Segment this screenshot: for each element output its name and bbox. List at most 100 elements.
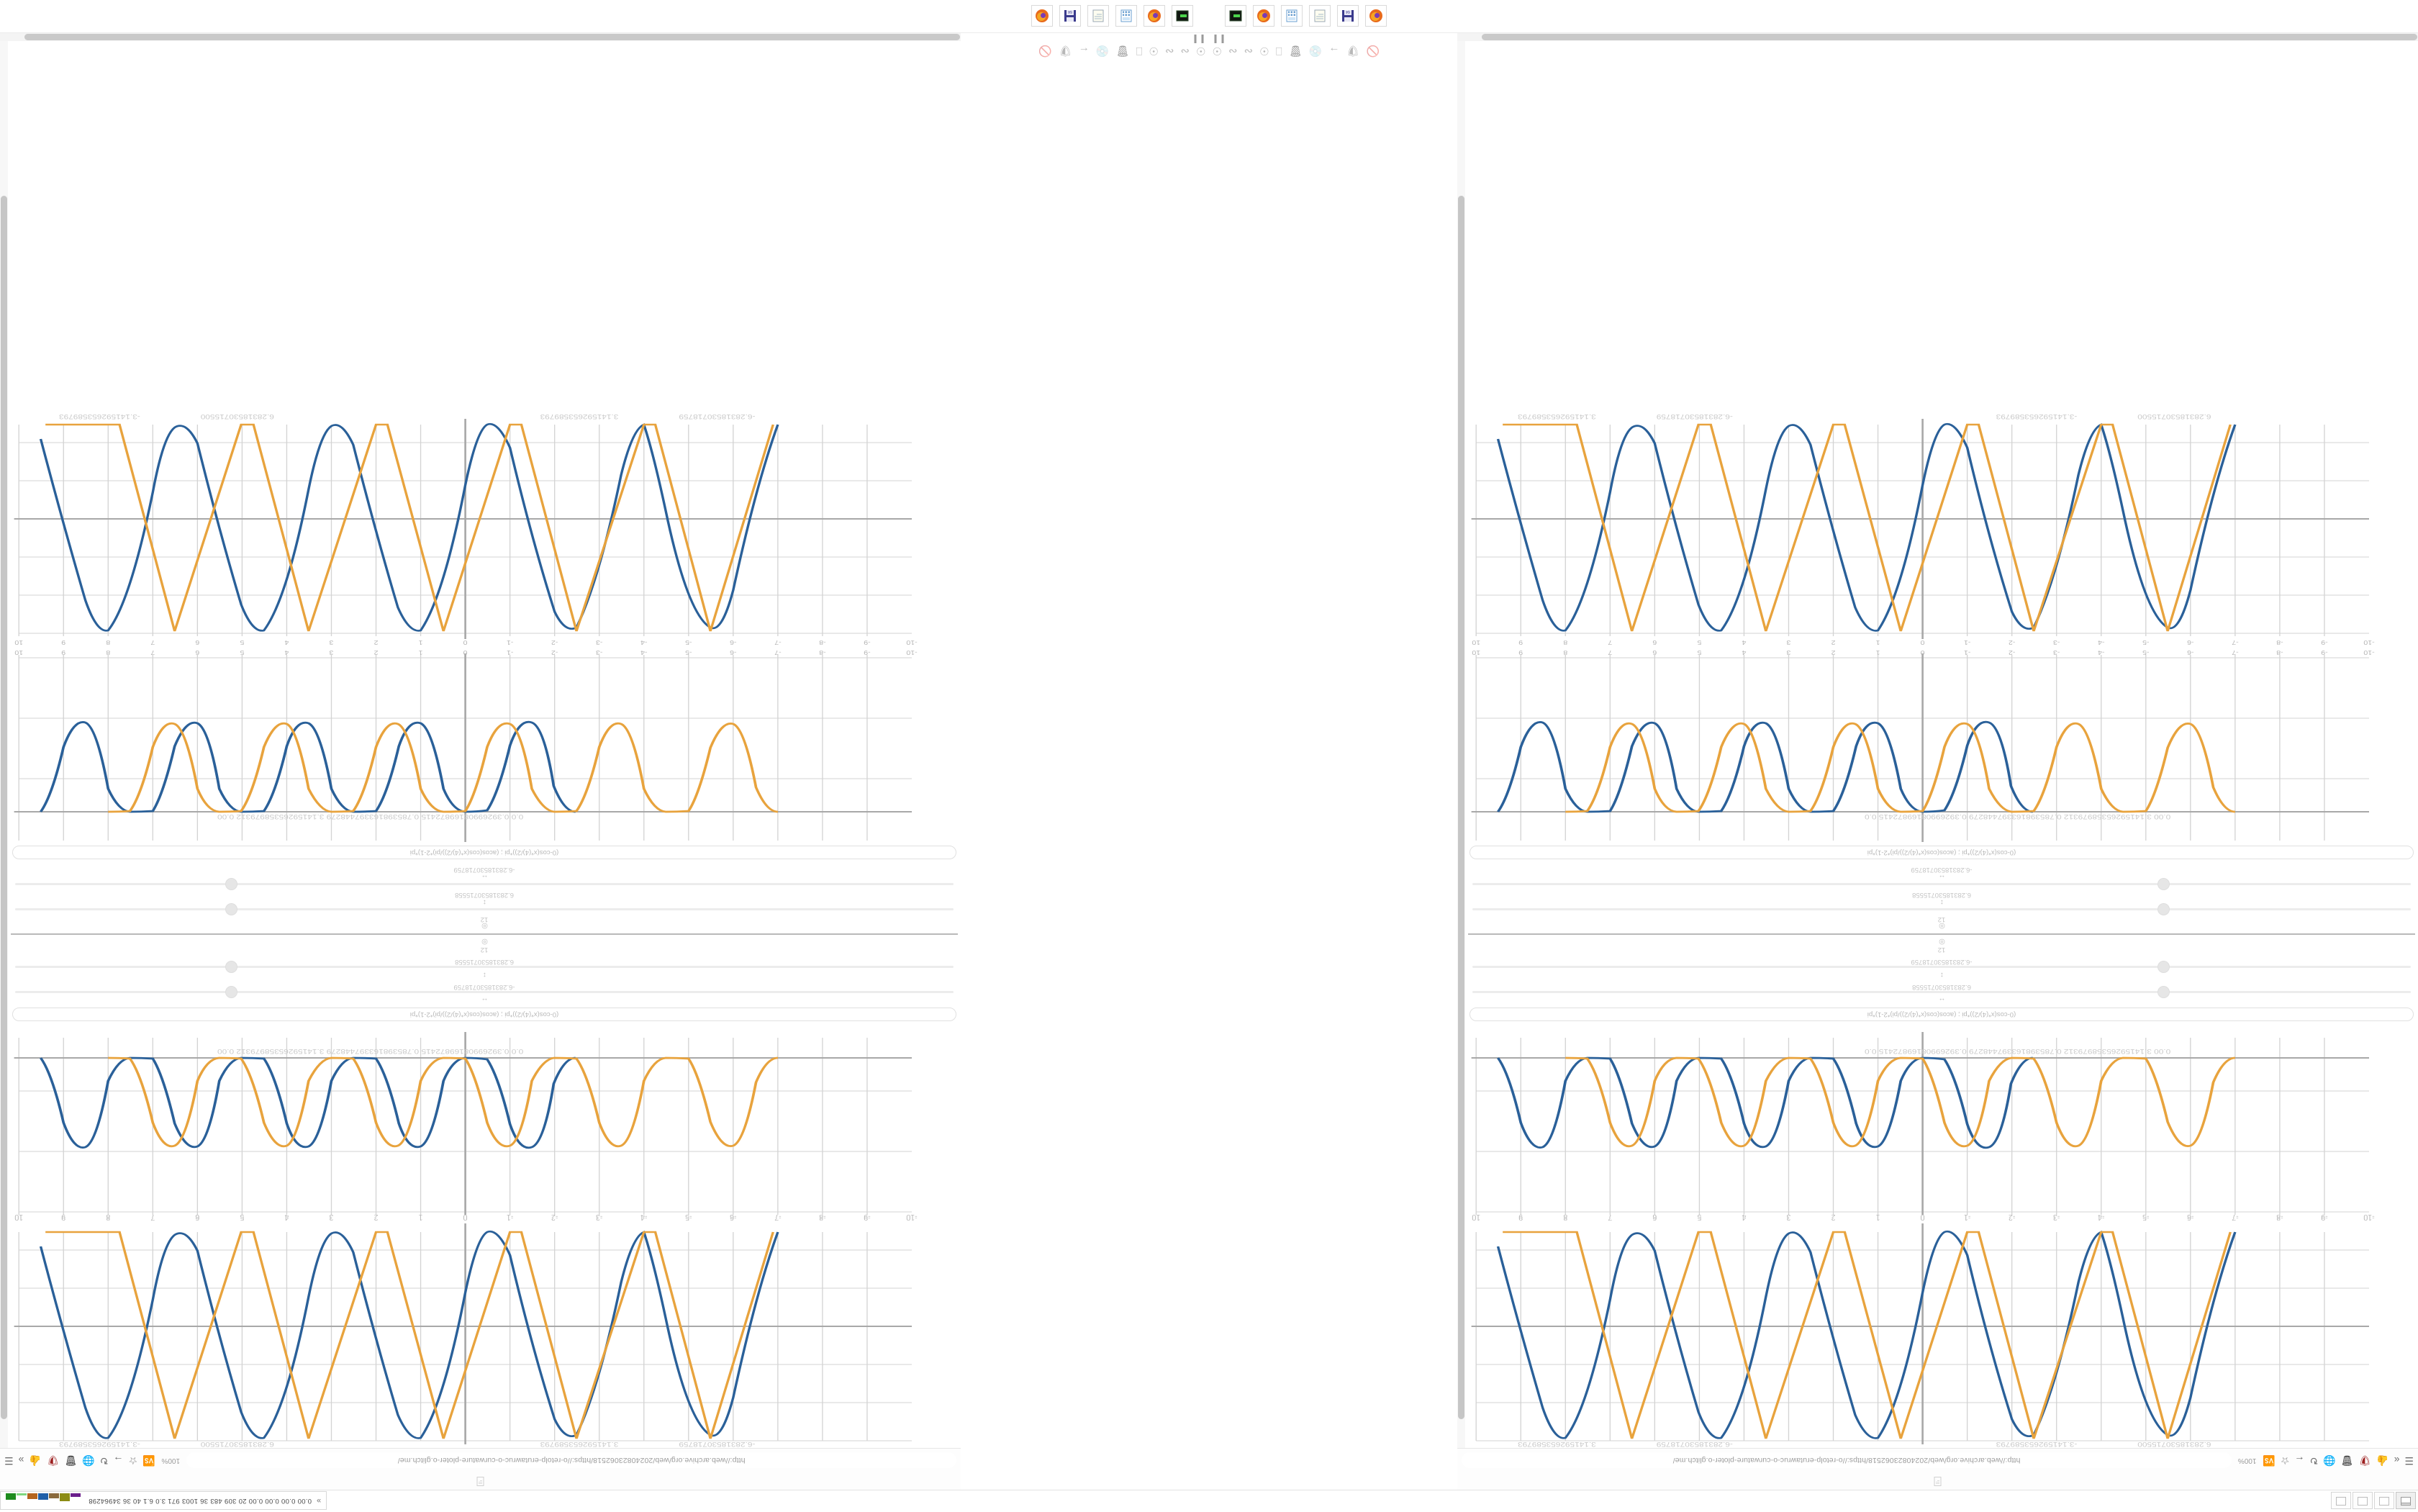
shield-icon[interactable]: 🛡 [1058, 45, 1072, 57]
window-button-2[interactable] [2353, 1492, 2373, 1510]
globe-icon[interactable]: ☉ [1259, 45, 1269, 57]
horizontal-scrollbar-right[interactable] [0, 33, 961, 41]
browser-window-left[interactable]: ☰ « 👍 🛡 🗑 🌐 ↻ ← ☆ 🆚 100% http://web.arch… [1457, 33, 2418, 1490]
tab-favicon-icon[interactable] [476, 1477, 485, 1486]
slider-row-param-a[interactable]: 6.28318530715558 ↔ [1467, 980, 2417, 1005]
trash-icon[interactable]: 🗑 [64, 1455, 78, 1467]
trash-icon[interactable]: 🗑 [2340, 1455, 2354, 1467]
pager-page-2b[interactable] [1194, 35, 1197, 43]
tab-favicon-icon[interactable] [1933, 1477, 1942, 1486]
slider-row-param-d[interactable]: ◎ 12 [1467, 912, 2417, 931]
star-icon[interactable]: ☆ [128, 1455, 138, 1467]
arrow-right-icon[interactable]: → [113, 1454, 124, 1467]
thumbs-up-icon[interactable]: 👍 [2376, 1455, 2389, 1467]
arrow-left-icon[interactable]: ← [1078, 45, 1090, 58]
globe-icon[interactable]: ☉ [1212, 45, 1222, 57]
slider-row-param-c[interactable]: 12 ◎ [9, 936, 959, 955]
slider-row-param-e[interactable]: ↕ 6.28318530715558 [9, 887, 959, 915]
disc-icon[interactable]: 💿 [1308, 45, 1323, 57]
translate-icon[interactable]: 🆚 [2263, 1455, 2276, 1467]
dock-item-calculator[interactable] [1281, 5, 1303, 27]
dock-item-terminal[interactable] [1225, 5, 1246, 27]
thumbs-up-icon[interactable]: 👍 [29, 1455, 42, 1467]
dock-item-firefox[interactable] [1031, 5, 1053, 27]
trash-icon[interactable]: 🗑 [1288, 45, 1303, 57]
slider-row-param-e[interactable]: ↕ 6.28318530715558 [1467, 887, 2417, 915]
hamburger-menu-icon[interactable]: ☰ [2404, 1455, 2414, 1467]
window-button-0[interactable] [2396, 1492, 2416, 1510]
formula-bar-right-lower[interactable]: (0-cos(x*(4)/2))*pi ; (acos(cos(x*(4)/2)… [12, 846, 956, 859]
hamburger-menu-icon[interactable]: ☰ [4, 1455, 14, 1467]
slider-row-param-f[interactable]: ↔ -6.28318530718759 [9, 861, 959, 890]
reload-icon[interactable]: ↻ [2309, 1455, 2319, 1467]
wave-icon[interactable]: ∾ [1180, 45, 1190, 57]
slider-track[interactable] [1472, 883, 2411, 885]
pager-page-2[interactable] [1201, 35, 1204, 43]
window-icon[interactable]: ⎕ [1136, 45, 1143, 58]
workspace-pager[interactable] [1194, 33, 1224, 45]
slider-track[interactable] [15, 991, 954, 993]
arrow-right-icon[interactable]: → [1328, 45, 1340, 58]
browser-window-right[interactable]: http://web.archive.org/web/2024082306251… [0, 33, 961, 1490]
pager-page-1b[interactable] [1214, 35, 1217, 43]
window-button-1[interactable] [2374, 1492, 2394, 1510]
slider-row-param-b[interactable]: -6.28318530718759 ↕ [1467, 955, 2417, 980]
slider-row-param-a[interactable]: -6.28318530718759 ↔ [9, 980, 959, 1005]
url-bar-left[interactable]: http://web.archive.org/web/2024082306251… [1462, 1452, 2232, 1469]
slider-track[interactable] [15, 966, 954, 968]
formula-bar-left-lower[interactable]: (0-cos(x*(4)/2))*pi ; (acos(cos(x*(4)/2)… [1470, 846, 2414, 859]
vertical-scrollbar-right[interactable] [0, 33, 8, 1448]
dock-item-floppy-save[interactable]: 64 [1337, 5, 1359, 27]
globe-icon[interactable]: ☉ [1196, 45, 1206, 57]
translate-icon[interactable]: 🆚 [142, 1455, 155, 1467]
vertical-scrollbar-left[interactable] [1457, 33, 1465, 1448]
horizontal-scrollbar-left[interactable] [1457, 33, 2418, 41]
dock-item-terminal[interactable] [1172, 5, 1193, 27]
slider-row-param-c[interactable]: 12 ◎ [1467, 936, 2417, 955]
dock-item-firefox[interactable] [1365, 5, 1387, 27]
arrow-left-icon[interactable]: ← [2294, 1454, 2305, 1467]
slider-track[interactable] [1472, 991, 2411, 993]
window-button-3[interactable] [2331, 1492, 2351, 1510]
dock-item-calculator[interactable] [1115, 5, 1137, 27]
chevron-double-left-icon[interactable]: « [2394, 1454, 2400, 1467]
disc-icon[interactable]: 💿 [1095, 45, 1110, 57]
trash-icon[interactable]: 🗑 [1115, 45, 1130, 57]
star-icon[interactable]: ☆ [2280, 1455, 2290, 1467]
dock-item-text-editor[interactable] [1087, 5, 1109, 27]
dock-item-text-editor[interactable] [1309, 5, 1331, 27]
shield-icon[interactable]: 🛡 [46, 1455, 60, 1467]
chevron-double-right-icon[interactable]: » [18, 1454, 24, 1467]
slider-track[interactable] [1472, 908, 2411, 910]
zoom-level-left[interactable]: 100% [2237, 1457, 2257, 1465]
slider-row-param-f[interactable]: ↔ -6.28318530718759 [1467, 861, 2417, 890]
globe-icon[interactable]: ☉ [1149, 45, 1159, 57]
dock-item-floppy-save[interactable]: 64 [1059, 5, 1081, 27]
collapse-chevron-icon[interactable]: » [317, 1496, 322, 1506]
pager-page-1[interactable] [1221, 35, 1224, 43]
slider-row-param-b[interactable]: 6.28318530715558 ↕ [9, 955, 959, 980]
shield-icon[interactable]: 🛡 [2358, 1455, 2372, 1467]
wave-icon[interactable]: ∾ [1244, 45, 1254, 57]
formula-bar-left-upper[interactable]: (0-cos(x*(4)/2))*pi ; (acos(cos(x*(4)/2)… [1470, 1008, 2414, 1021]
url-bar-right[interactable]: http://web.archive.org/web/2024082306251… [186, 1452, 956, 1469]
formula-bar-right-upper[interactable]: (0-cos(x*(4)/2))*pi ; (acos(cos(x*(4)/2)… [12, 1008, 956, 1021]
system-monitor-panel[interactable]: » 0.00 0.00 0.00 0.00 20 309 483 36 1003… [0, 1491, 327, 1511]
wave-icon[interactable]: ∾ [1228, 45, 1238, 57]
slider-track[interactable] [15, 883, 954, 885]
dock-item-firefox[interactable] [1144, 5, 1165, 27]
reload-icon[interactable]: ↻ [99, 1455, 109, 1467]
slider-row-param-d[interactable]: ◎ 12 [9, 912, 959, 931]
no-entry-icon[interactable]: 🚫 [1366, 45, 1380, 57]
zoom-level-right[interactable]: 100% [161, 1457, 181, 1465]
slider-track[interactable] [1472, 966, 2411, 968]
globe-icon[interactable]: 🌐 [2323, 1455, 2336, 1467]
shield-icon[interactable]: 🛡 [1346, 45, 1360, 57]
